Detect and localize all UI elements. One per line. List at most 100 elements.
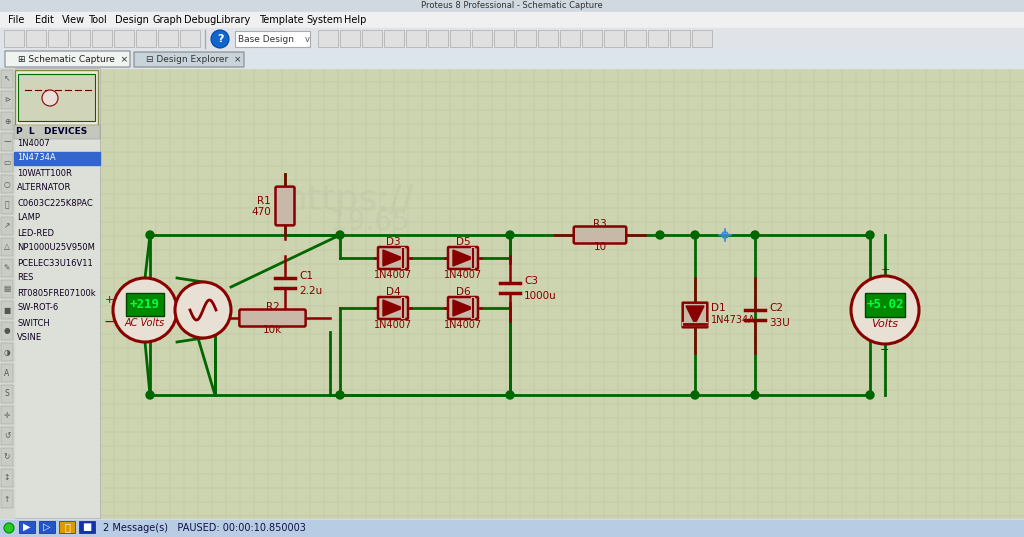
Text: VSINE: VSINE (17, 333, 42, 343)
Circle shape (336, 231, 344, 239)
Text: 33U: 33U (769, 318, 790, 328)
Bar (19, 521, 35, 533)
Polygon shape (686, 306, 705, 324)
Text: ▷: ▷ (43, 522, 51, 532)
Text: Base Design: Base Design (238, 34, 294, 43)
Bar (1, 238, 13, 256)
Circle shape (691, 231, 699, 239)
Circle shape (656, 231, 664, 239)
Circle shape (851, 276, 919, 344)
Bar (14, 125, 100, 139)
Text: 19.65: 19.65 (331, 208, 410, 236)
Text: 470: 470 (251, 207, 271, 217)
Circle shape (42, 90, 58, 106)
Text: ●: ● (4, 326, 10, 336)
Text: SW-ROT-6: SW-ROT-6 (17, 303, 58, 313)
Bar (494, 30, 514, 47)
Bar (1, 427, 13, 445)
Text: Tool: Tool (88, 15, 108, 25)
Bar (1, 196, 13, 214)
Bar (692, 30, 712, 47)
Text: ⊳: ⊳ (4, 96, 10, 105)
Text: ⏸: ⏸ (65, 522, 70, 532)
Bar (26, 30, 46, 47)
Text: 10: 10 (594, 242, 606, 252)
Text: ◑: ◑ (4, 347, 10, 357)
Bar (560, 30, 580, 47)
Bar (1, 91, 13, 109)
Bar (0, 28, 1024, 50)
Text: D1: D1 (711, 303, 726, 313)
Text: Debug: Debug (184, 15, 217, 25)
Text: +: + (881, 265, 890, 275)
Bar (406, 30, 426, 47)
Text: Volts: Volts (871, 319, 898, 329)
Bar (450, 30, 470, 47)
Text: P  L   DEVICES: P L DEVICES (16, 127, 87, 136)
Bar (1, 448, 13, 466)
FancyBboxPatch shape (378, 297, 408, 319)
Text: 1N4734A: 1N4734A (711, 315, 756, 325)
Text: SWITCH: SWITCH (17, 318, 50, 328)
Bar (70, 30, 90, 47)
Text: 1N4007: 1N4007 (374, 320, 412, 330)
Text: 1N4734A: 1N4734A (17, 154, 55, 163)
Bar (14, 152, 100, 165)
Text: ?: ? (217, 34, 223, 44)
Circle shape (175, 282, 231, 338)
Bar (384, 30, 404, 47)
Bar (234, 31, 310, 47)
Bar (92, 30, 112, 47)
Bar (18, 74, 95, 121)
Text: System: System (306, 15, 343, 25)
Bar (1, 70, 13, 88)
Bar (1, 301, 13, 319)
Bar (0, 0, 1024, 12)
Bar (648, 30, 668, 47)
Text: ↺: ↺ (4, 432, 10, 440)
Text: R1: R1 (257, 196, 271, 206)
Text: ✛: ✛ (4, 410, 10, 419)
Text: Graph: Graph (153, 15, 182, 25)
Bar (1, 217, 13, 235)
Circle shape (691, 391, 699, 399)
Text: View: View (61, 15, 85, 25)
Text: LAMP: LAMP (17, 214, 40, 222)
Text: Template: Template (259, 15, 303, 25)
Bar (59, 521, 75, 533)
Bar (1, 385, 13, 403)
Text: 2 Message(s)   PAUSED: 00:00:10.850003: 2 Message(s) PAUSED: 00:00:10.850003 (103, 523, 306, 533)
Text: ALTERNATOR: ALTERNATOR (17, 184, 72, 192)
Bar (1, 343, 13, 361)
Bar (114, 30, 134, 47)
Bar (1, 490, 13, 508)
Circle shape (866, 391, 874, 399)
Text: RT0805FRE07100k: RT0805FRE07100k (17, 288, 95, 297)
Text: ⊟ Design Explorer  ×: ⊟ Design Explorer × (146, 55, 242, 64)
Text: 10k: 10k (263, 325, 283, 335)
Text: https://: https:// (286, 183, 415, 217)
Text: 2.2u: 2.2u (299, 286, 323, 296)
Bar (318, 30, 338, 47)
Text: C0603C225K8PAC: C0603C225K8PAC (17, 199, 93, 207)
Bar (0, 520, 1024, 537)
Bar (1, 469, 13, 487)
Text: ↖: ↖ (4, 75, 10, 83)
FancyBboxPatch shape (240, 309, 305, 326)
Text: AC Volts: AC Volts (125, 318, 165, 328)
Text: ⊕: ⊕ (4, 117, 10, 126)
FancyBboxPatch shape (683, 303, 708, 327)
Text: ↻: ↻ (4, 453, 10, 461)
FancyBboxPatch shape (5, 51, 130, 67)
Bar (1, 133, 13, 151)
Bar (1, 322, 13, 340)
Polygon shape (453, 250, 473, 266)
Text: ▤: ▤ (3, 285, 10, 294)
Bar (1, 364, 13, 382)
Bar (362, 30, 382, 47)
Circle shape (146, 391, 154, 399)
Text: R2: R2 (265, 302, 280, 312)
Text: ✎: ✎ (4, 264, 10, 272)
Text: —: — (3, 137, 11, 147)
Text: 10WATT100R: 10WATT100R (17, 169, 72, 178)
